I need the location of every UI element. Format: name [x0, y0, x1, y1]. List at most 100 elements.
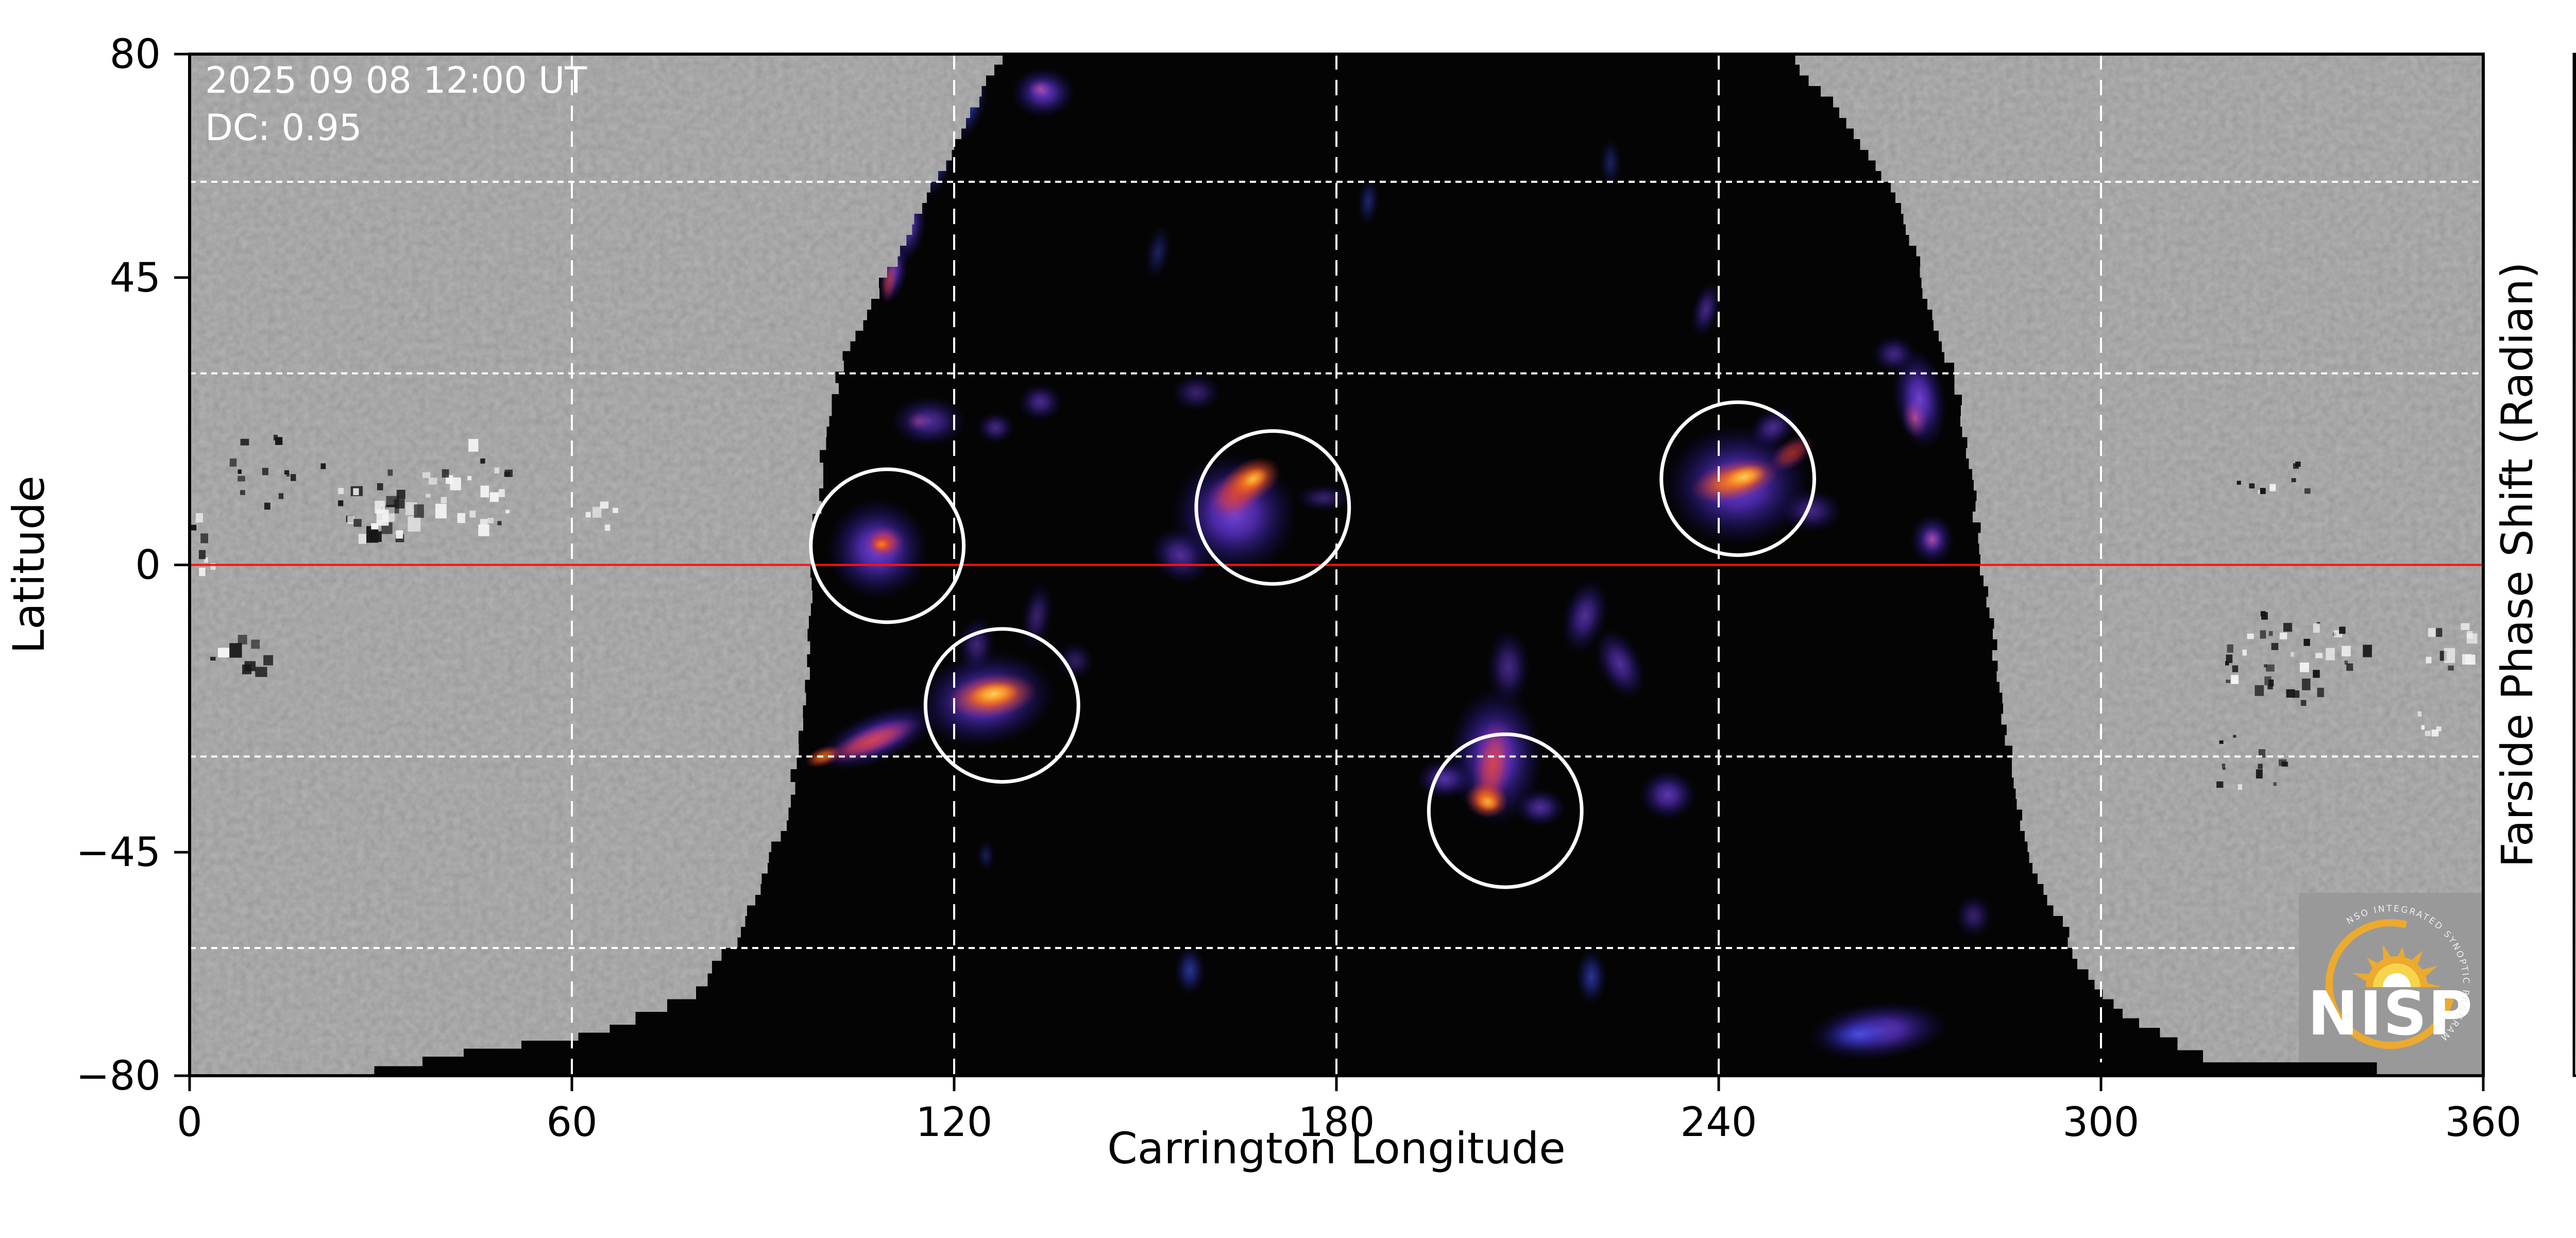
magnetogram-speckle — [210, 563, 216, 570]
magnetogram-speckle — [251, 639, 260, 649]
phase-blob — [1357, 175, 1380, 227]
magnetogram-speckle — [338, 500, 344, 506]
x-tick-label: 180 — [1298, 1099, 1375, 1146]
phase-blob — [805, 745, 842, 768]
phase-blob — [1902, 398, 1928, 438]
x-tick-label: 300 — [2063, 1099, 2140, 1146]
magnetogram-speckle — [2271, 643, 2279, 650]
magnetogram-speckle — [2444, 648, 2455, 663]
y-tick-label: 45 — [110, 255, 161, 301]
magnetogram-speckle — [2226, 654, 2233, 663]
magnetogram-speckle — [2216, 781, 2224, 788]
magnetogram-speckle — [396, 489, 405, 499]
magnetogram-speckle — [353, 519, 362, 527]
magnetogram-speckle — [2270, 485, 2276, 490]
magnetogram-speckle — [2417, 711, 2422, 717]
duty-cycle-label: DC: 0.95 — [205, 107, 362, 149]
phase-blob — [1871, 335, 1917, 374]
magnetogram-speckle — [2225, 661, 2229, 666]
logo-sun — [2352, 944, 2441, 987]
magnetogram-speckle — [199, 567, 206, 576]
phase-blob — [1174, 944, 1206, 996]
phase-blob — [968, 681, 1019, 707]
magnetogram-speckle — [2467, 631, 2473, 639]
colorbar-phase-title: Farside Phase Shift (Radian) — [2492, 262, 2543, 867]
phase-blob — [1239, 467, 1268, 490]
magnetogram-speckle — [320, 463, 326, 469]
magnetogram-speckle — [2261, 612, 2268, 620]
magnetogram-speckle — [592, 506, 602, 518]
magnetogram-speckle — [2426, 656, 2432, 664]
magnetogram-speckle — [467, 476, 472, 481]
magnetogram-speckle — [2315, 653, 2323, 658]
phase-blob — [1690, 281, 1722, 338]
magnetogram-speckle — [2435, 628, 2443, 637]
magnetogram-speckle — [505, 510, 510, 514]
magnetogram-speckle — [2461, 623, 2470, 630]
magnetogram-speckle — [198, 550, 206, 559]
magnetogram-speckle — [353, 488, 359, 496]
detection-circle — [809, 467, 966, 624]
phase-blob — [1028, 80, 1052, 98]
magnetogram-speckle — [2295, 461, 2301, 467]
magnetogram-speckle — [2279, 632, 2287, 639]
timestamp-label: 2025 09 08 12:00 UT — [205, 59, 587, 101]
x-tick-label: 240 — [1681, 1099, 1757, 1146]
phase-blob — [1056, 641, 1095, 680]
phase-blob — [1922, 528, 1942, 550]
magnetogram-speckle — [468, 439, 479, 452]
nisp-logo — [2299, 893, 2482, 1075]
magnetogram-speckle — [2273, 782, 2277, 786]
phase-blob — [1515, 788, 1566, 827]
magnetogram-speckle — [428, 478, 437, 485]
magnetogram-speckle — [450, 477, 461, 490]
magnetogram-speckle — [240, 490, 245, 495]
magnetogram-speckle — [238, 476, 245, 482]
magnetogram-speckle — [480, 485, 489, 498]
y-tick-label: 80 — [110, 31, 161, 78]
phase-blob — [1721, 464, 1767, 489]
phase-blob — [1599, 137, 1622, 189]
magnetogram-speckle — [338, 488, 344, 494]
magnetogram-speckle — [2232, 677, 2238, 684]
axes: 0 60 120 180 240 300 360 80 45 0 −45 −80 — [76, 31, 2521, 1146]
magnetogram-speckle — [191, 524, 197, 531]
magnetogram-speckle — [377, 483, 383, 490]
magnetogram-speckle — [613, 507, 618, 513]
magnetogram-speckle — [200, 533, 208, 544]
magnetogram-speckle — [2431, 730, 2439, 737]
magnetogram-speckle — [604, 524, 611, 531]
magnetogram-speckle — [2363, 645, 2372, 657]
logo-gold-ring — [2326, 919, 2455, 1049]
x-axis-title: Carrington Longitude — [1107, 1123, 1566, 1174]
detection-circle — [1427, 732, 1584, 889]
magnetogram-speckle — [366, 526, 379, 543]
magnetogram-speckle — [2304, 488, 2311, 494]
magnetogram-speckle — [2313, 623, 2320, 633]
magnetogram-speckle — [2236, 481, 2241, 485]
magnetogram-speckle — [2286, 689, 2295, 698]
phase-blob — [1954, 893, 1993, 939]
magnetogram-speckle — [210, 657, 216, 661]
magnetogram-speckle — [2222, 764, 2225, 768]
magnetogram-speckle — [408, 516, 421, 532]
magnetogram-speckle — [2436, 726, 2442, 732]
phase-blob — [906, 412, 932, 431]
nisp-logo-text: NISP — [2308, 978, 2473, 1049]
magnetogram-speckle — [494, 467, 500, 473]
magnetogram-speckle — [347, 516, 354, 524]
magnetogram-speckle — [2266, 664, 2275, 672]
magnetogram-speckle — [238, 635, 247, 645]
magnetogram-speckle — [585, 512, 591, 518]
magnetogram-speckle — [387, 469, 393, 476]
colorbars: −0.050−0.075−0.100−0.125−0.150−0.175−0.2… — [2572, 53, 2576, 1077]
magnetogram-speckle — [2264, 664, 2267, 668]
magnetogram-speckle — [2233, 735, 2236, 738]
phase-blob — [870, 536, 893, 553]
magnetogram-speckle — [440, 497, 447, 503]
magnetogram-speckle — [2283, 623, 2292, 632]
magnetogram-speckle — [600, 501, 609, 509]
x-tick-label: 120 — [916, 1099, 993, 1146]
phase-blob — [1477, 793, 1500, 811]
